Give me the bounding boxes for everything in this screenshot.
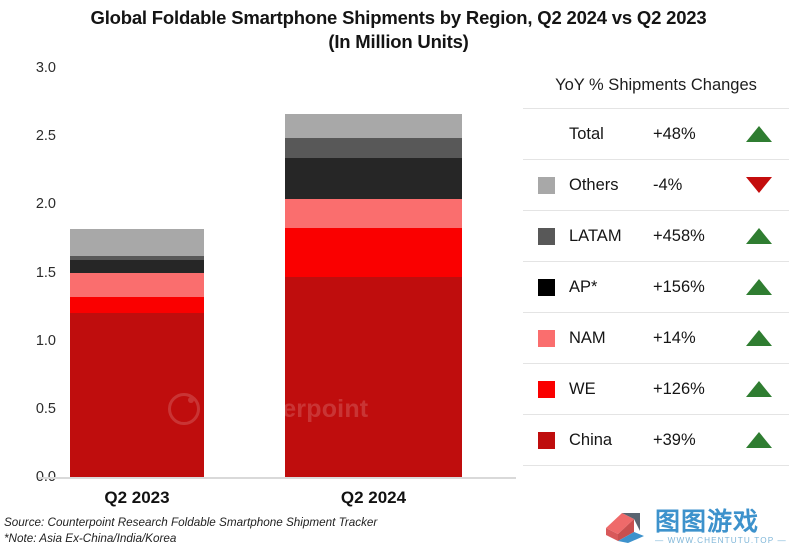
yoy-change-value: +156% xyxy=(653,277,705,296)
chart-title: Global Foldable Smartphone Shipments by … xyxy=(0,6,797,54)
bar-segment-china[interactable] xyxy=(285,276,462,477)
legend-swatch-nam xyxy=(537,329,555,347)
footer-notes: Source: Counterpoint Research Foldable S… xyxy=(4,515,564,546)
trend-arrow-cell xyxy=(731,228,787,244)
arrow-up-icon xyxy=(746,126,772,142)
yoy-change-value: -4% xyxy=(653,175,683,194)
legend-label: China xyxy=(569,430,613,449)
legend-row-nam[interactable]: NAM +14% xyxy=(523,312,789,363)
yoy-change-value: +39% xyxy=(653,430,696,449)
bar-segment-ap[interactable] xyxy=(285,158,462,199)
legend-label: Others xyxy=(569,175,619,194)
legend-swatch-china xyxy=(537,431,555,449)
brand-logo[interactable]: 图图游戏 — WWW.CHENTUTU.TOP — xyxy=(604,505,792,549)
bar-segment-china[interactable] xyxy=(70,313,204,477)
legend-row-we[interactable]: WE +126% xyxy=(523,363,789,414)
chart-title-line1: Global Foldable Smartphone Shipments by … xyxy=(90,7,707,28)
arrow-down-icon xyxy=(746,177,772,193)
brand-url: — WWW.CHENTUTU.TOP — xyxy=(655,536,787,545)
legend-label: Total xyxy=(569,124,604,143)
y-axis-tick-1-5: 1.5 xyxy=(35,264,56,281)
yoy-table-header: YoY % Shipments Changes xyxy=(555,76,757,94)
legend-swatch-cell xyxy=(523,176,569,194)
laptop-icon xyxy=(604,509,648,545)
x-axis-label-q2-2023: Q2 2023 xyxy=(104,488,170,507)
legend-label: NAM xyxy=(569,328,606,347)
chart-plot-area: 3.02.52.01.51.00.50.0 Counterpoint Q2 20… xyxy=(0,60,520,507)
yoy-change-value: +126% xyxy=(653,379,705,398)
y-axis-tick-0-5: 0.5 xyxy=(35,400,56,417)
legend-swatch-we xyxy=(537,380,555,398)
legend-row-others[interactable]: Others -4% xyxy=(523,159,789,210)
legend-swatch-cell xyxy=(523,278,569,296)
legend-row-china[interactable]: China +39% xyxy=(523,414,789,466)
stacked-bar-q2-2024[interactable] xyxy=(285,114,462,477)
legend-swatch-cell xyxy=(523,227,569,245)
y-axis-tick-3-0: 3.0 xyxy=(35,60,56,76)
arrow-up-icon xyxy=(746,330,772,346)
chart-subtitle: (In Million Units) xyxy=(328,31,469,52)
yoy-change-value: +458% xyxy=(653,226,705,245)
bar-segment-we[interactable] xyxy=(70,297,204,314)
legend-label: WE xyxy=(569,379,596,398)
y-axis-tick-2-5: 2.5 xyxy=(35,128,56,145)
bar-segment-we[interactable] xyxy=(285,227,462,277)
trend-arrow-cell xyxy=(731,381,787,397)
yoy-change-value: +48% xyxy=(653,124,696,143)
yoy-changes-table: YoY % Shipments Changes Total +48% Others -… xyxy=(523,76,789,466)
source-note: Source: Counterpoint Research Foldable S… xyxy=(4,516,378,529)
bar-segment-others[interactable] xyxy=(70,228,204,257)
yoy-table-body: Total +48% Others -4% LATAM +458% AP* +156% NAM +… xyxy=(523,108,789,466)
legend-label: AP* xyxy=(569,277,598,296)
asterisk-note: *Note: Asia Ex-China/India/Korea xyxy=(4,531,177,545)
y-axis-tick-1-0: 1.0 xyxy=(35,332,56,349)
legend-swatch-cell xyxy=(523,329,569,347)
legend-row-total[interactable]: Total +48% xyxy=(523,108,789,159)
arrow-up-icon xyxy=(746,381,772,397)
x-axis-label-q2-2024: Q2 2024 xyxy=(340,488,407,507)
bar-segment-nam[interactable] xyxy=(70,272,204,298)
legend-swatch-cell xyxy=(523,431,569,449)
legend-swatch-latam xyxy=(537,227,555,245)
trend-arrow-cell xyxy=(731,126,787,142)
bar-segment-nam[interactable] xyxy=(285,198,462,228)
trend-arrow-cell xyxy=(731,279,787,295)
bar-segment-latam[interactable] xyxy=(285,137,462,158)
y-axis-tick-2-0: 2.0 xyxy=(35,196,56,213)
bars-layer xyxy=(0,60,520,485)
bar-segment-latam[interactable] xyxy=(70,256,204,261)
bar-segment-ap[interactable] xyxy=(70,260,204,273)
trend-arrow-cell xyxy=(731,177,787,193)
trend-arrow-cell xyxy=(731,330,787,346)
arrow-up-icon xyxy=(746,228,772,244)
x-axis-line xyxy=(38,477,516,479)
stacked-bar-q2-2023[interactable] xyxy=(70,228,204,477)
legend-swatch-cell xyxy=(523,380,569,398)
legend-row-ap[interactable]: AP* +156% xyxy=(523,261,789,312)
arrow-up-icon xyxy=(746,279,772,295)
legend-swatch-others xyxy=(537,176,555,194)
legend-swatch-ap xyxy=(537,278,555,296)
legend-label: LATAM xyxy=(569,226,622,245)
brand-name: 图图游戏 xyxy=(655,508,760,536)
legend-row-latam[interactable]: LATAM +458% xyxy=(523,210,789,261)
brand-text: 图图游戏 — WWW.CHENTUTU.TOP — xyxy=(655,509,787,545)
bar-segment-others[interactable] xyxy=(285,114,462,138)
yoy-change-value: +14% xyxy=(653,328,696,347)
trend-arrow-cell xyxy=(731,432,787,448)
arrow-up-icon xyxy=(746,432,772,448)
